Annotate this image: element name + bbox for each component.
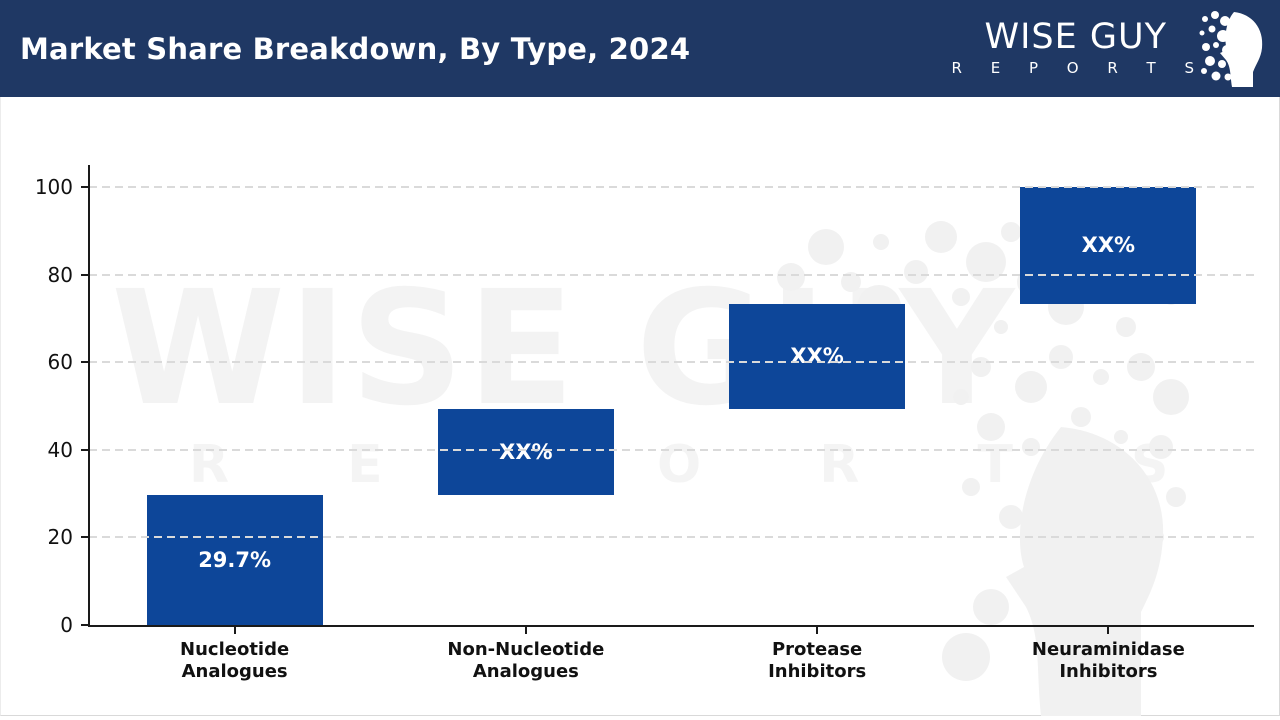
y-axis-line <box>88 165 90 627</box>
y-tick-label-40: 40 <box>47 437 73 462</box>
x-category-label-line: Neuraminidase <box>1031 639 1185 660</box>
x-tick-mark-3 <box>816 627 819 634</box>
y-tick-label-0: 0 <box>60 613 73 637</box>
x-tick-mark-2 <box>524 627 527 634</box>
x-category-label-line: Protease <box>771 639 863 660</box>
gridline-100 <box>89 186 1254 188</box>
y-tick-mark-80 <box>81 273 88 276</box>
chart-title: Market Share Breakdown, By Type, 2024 <box>20 31 691 66</box>
y-tick-label-20: 20 <box>47 525 73 550</box>
x-category-label-3: Protease Inhibitors <box>672 639 963 683</box>
brand-face-icon <box>1199 10 1263 87</box>
y-tick-mark-20 <box>81 536 88 539</box>
bar-value-label: 29.7% <box>198 547 272 572</box>
x-tick-mark-4 <box>1107 627 1110 634</box>
brand-name: WISE GUY <box>984 17 1168 57</box>
y-tick-mark-0 <box>81 624 88 626</box>
x-category-label-line: Inhibitors <box>768 661 867 682</box>
bar-value-label: XX% <box>499 439 553 464</box>
watermark-subtext: R E P O R T S <box>189 435 1219 495</box>
header-bar: Market Share Breakdown, By Type, 2024 WI… <box>0 0 1280 97</box>
bar-3: XX% <box>729 303 906 410</box>
y-tick-mark-60 <box>81 361 88 364</box>
x-category-label-line: Non-Nucleotide <box>447 639 605 660</box>
gridline-60 <box>89 361 1254 364</box>
y-tick-mark-100 <box>81 186 88 188</box>
y-tick-label-60: 60 <box>47 350 73 375</box>
bar-4: XX% <box>1020 187 1197 304</box>
x-axis-line <box>88 625 1254 627</box>
brand-logo-text: WISE GUY R E P O R T S <box>946 17 1206 78</box>
x-category-label-line: Analogues <box>181 661 288 682</box>
x-category-label-2: Non-Nucleotide Analogues <box>380 639 671 683</box>
y-tick-mark-40 <box>81 448 88 451</box>
x-category-label-line: Nucleotide <box>180 639 290 660</box>
x-category-label-1: Nucleotide Analogues <box>89 639 380 683</box>
bar-1: 29.7% <box>146 494 323 625</box>
brand-logo: WISE GUY R E P O R T S <box>946 9 1266 89</box>
x-tick-mark-1 <box>233 627 236 634</box>
x-category-label-4: Neuraminidase Inhibitors <box>963 639 1254 683</box>
bar-2: XX% <box>437 409 614 495</box>
bar-value-label: XX% <box>1081 233 1136 258</box>
chart-card: WISE GUY R E P O R T S 29.7% XX <box>0 97 1280 716</box>
gridline-20 <box>89 536 1254 539</box>
plot-area: 29.7% XX% XX% XX% <box>89 186 1254 625</box>
x-category-label-line: Analogues <box>472 661 579 682</box>
bar-value-label: XX% <box>790 344 844 369</box>
y-tick-label-100: 100 <box>34 175 73 199</box>
gridline-80 <box>89 273 1254 276</box>
x-category-label-line: Inhibitors <box>1059 661 1158 682</box>
gridline-40 <box>89 448 1254 451</box>
y-tick-label-80: 80 <box>47 262 73 287</box>
brand-subname: R E P O R T S <box>951 59 1206 77</box>
